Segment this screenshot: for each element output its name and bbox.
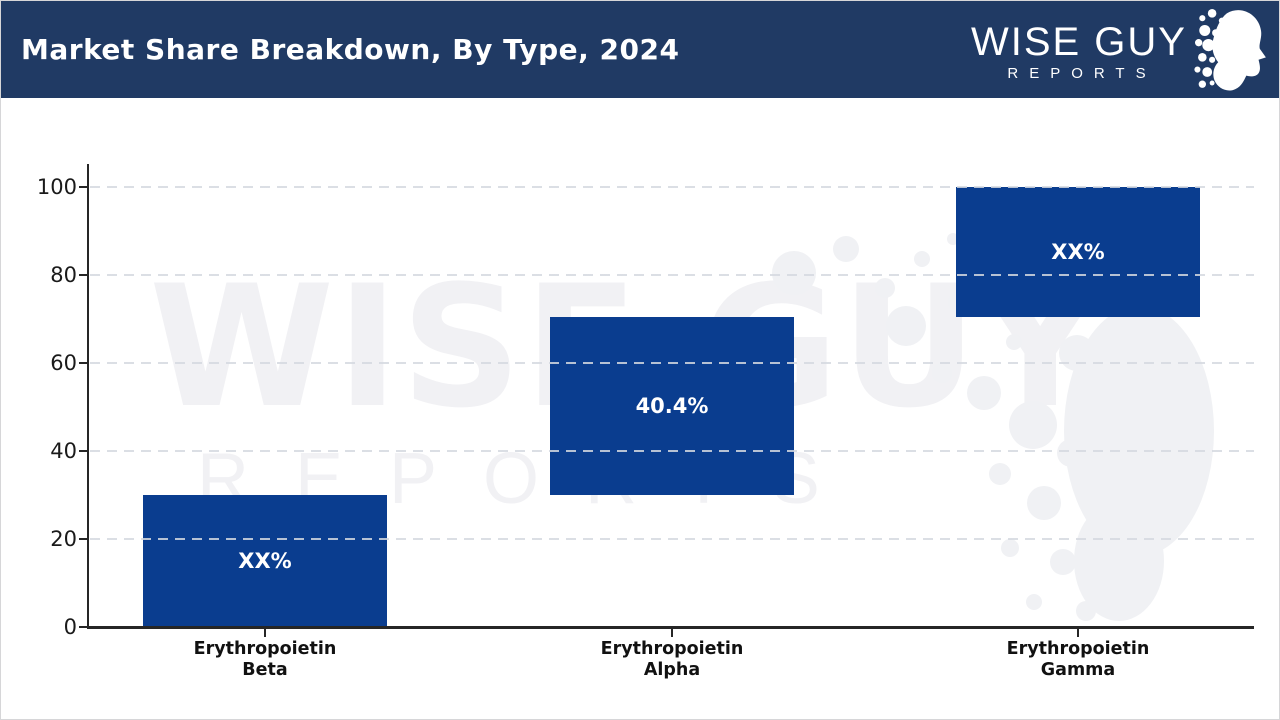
x-tick bbox=[264, 629, 266, 637]
category-label-line: Alpha bbox=[643, 660, 701, 680]
brand-name: WISE GUY bbox=[970, 20, 1187, 64]
brand-subtitle: REPORTS bbox=[1007, 65, 1157, 82]
x-axis bbox=[87, 626, 1254, 629]
gridline bbox=[90, 450, 1254, 452]
y-tick bbox=[79, 538, 88, 540]
brand-logo-text: WISE GUY REPORTS bbox=[971, 22, 1187, 81]
gridline bbox=[90, 186, 1254, 188]
bar-segment: XX% bbox=[143, 495, 387, 627]
category-label-line: Beta bbox=[242, 660, 288, 680]
y-tick-label: 80 bbox=[50, 263, 77, 287]
category-label-line: Erythropoietin bbox=[1006, 639, 1150, 659]
gridline bbox=[90, 538, 1254, 540]
brand-logo: WISE GUY REPORTS bbox=[971, 1, 1271, 98]
header-bar: Market Share Breakdown, By Type, 2024 WI… bbox=[1, 1, 1279, 98]
bar-value-label: XX% bbox=[1051, 240, 1105, 265]
bar-segment: XX% bbox=[956, 187, 1200, 318]
y-tick bbox=[79, 186, 88, 188]
y-tick-label: 0 bbox=[63, 615, 77, 639]
bar-value-label: 40.4% bbox=[635, 394, 709, 419]
category-label-line: Erythropoietin bbox=[193, 639, 337, 659]
y-tick bbox=[79, 362, 88, 364]
category-label-line: Gamma bbox=[1040, 660, 1116, 680]
x-tick bbox=[1077, 629, 1079, 637]
bar-segment: 40.4% bbox=[550, 317, 794, 495]
y-tick-label: 20 bbox=[50, 527, 77, 551]
y-tick-label: 60 bbox=[50, 351, 77, 375]
category-label: Erythropoietin Beta bbox=[105, 639, 425, 681]
page-title: Market Share Breakdown, By Type, 2024 bbox=[21, 33, 680, 66]
y-tick-label: 40 bbox=[50, 439, 77, 463]
brand-head-icon bbox=[1194, 8, 1266, 91]
bar-value-label: XX% bbox=[238, 549, 292, 573]
y-tick bbox=[79, 450, 88, 452]
y-tick-label: 100 bbox=[36, 175, 77, 199]
y-tick bbox=[79, 274, 88, 276]
gridline bbox=[90, 362, 1254, 364]
x-tick bbox=[671, 629, 673, 637]
category-label: Erythropoietin Alpha bbox=[512, 639, 832, 681]
gridline bbox=[90, 274, 1254, 276]
y-tick bbox=[79, 626, 88, 628]
category-label-line: Erythropoietin bbox=[600, 639, 744, 659]
category-label: Erythropoietin Gamma bbox=[918, 639, 1238, 681]
y-axis bbox=[87, 164, 89, 629]
